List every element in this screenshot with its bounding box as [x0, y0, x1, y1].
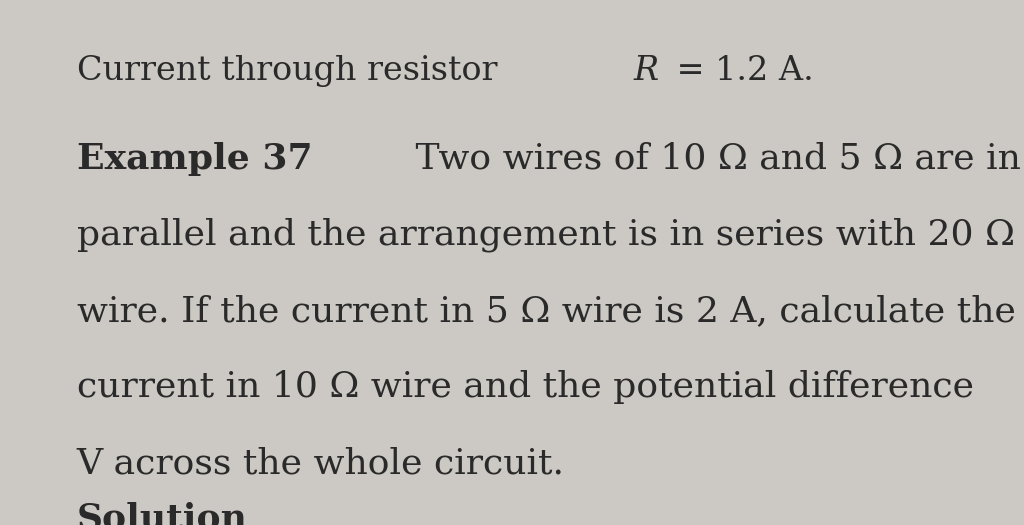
Text: Solution: Solution: [77, 501, 248, 525]
Text: Example 37: Example 37: [77, 142, 312, 176]
Text: R: R: [633, 55, 658, 87]
Text: parallel and the arrangement is in series with 20 Ω: parallel and the arrangement is in serie…: [77, 218, 1015, 253]
Text: Two wires of 10 Ω and 5 Ω are in: Two wires of 10 Ω and 5 Ω are in: [381, 142, 1021, 176]
Text: wire. If the current in 5 Ω wire is 2 A, calculate the: wire. If the current in 5 Ω wire is 2 A,…: [77, 294, 1016, 328]
Text: current in 10 Ω wire and the potential difference: current in 10 Ω wire and the potential d…: [77, 370, 974, 404]
Text: V across the whole circuit.: V across the whole circuit.: [77, 446, 565, 480]
Text: Current through resistor: Current through resistor: [77, 55, 508, 87]
Text: = 1.2 A.: = 1.2 A.: [666, 55, 813, 87]
